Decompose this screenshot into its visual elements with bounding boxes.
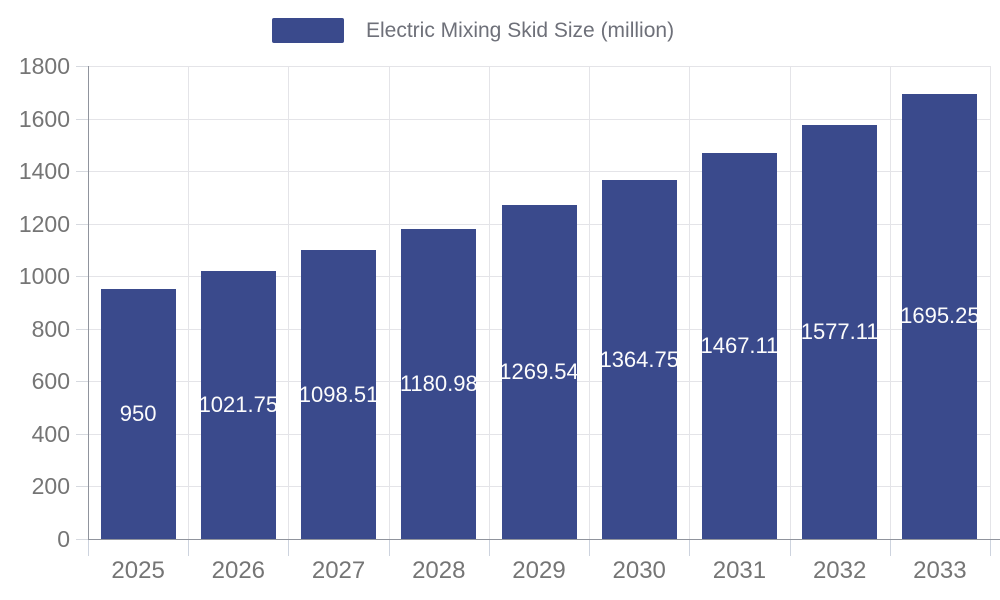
x-axis-tick bbox=[990, 540, 991, 556]
x-axis-tick bbox=[689, 540, 691, 556]
x-axis-tick bbox=[388, 540, 390, 556]
y-axis-tick bbox=[76, 66, 88, 67]
x-axis-label: 2029 bbox=[512, 557, 566, 584]
bar[interactable]: 1695.25 bbox=[902, 93, 978, 539]
x-axis-tick bbox=[789, 540, 791, 556]
bar[interactable]: 1577.11 bbox=[802, 124, 878, 539]
bar-value-label: 1021.75 bbox=[200, 391, 276, 417]
gridline-vertical bbox=[889, 66, 891, 539]
bar[interactable]: 1269.54 bbox=[501, 205, 577, 539]
gridline-vertical bbox=[789, 66, 791, 539]
x-axis-tick bbox=[589, 540, 591, 556]
gridline-horizontal bbox=[88, 171, 990, 173]
y-axis-line bbox=[88, 66, 89, 556]
bar[interactable]: 1364.75 bbox=[601, 180, 677, 539]
gridline-vertical bbox=[188, 66, 190, 539]
bar-value-label: 1695.25 bbox=[902, 303, 978, 329]
bar[interactable]: 1180.98 bbox=[401, 228, 477, 539]
y-axis-label: 600 bbox=[31, 368, 70, 395]
x-axis-label: 2032 bbox=[812, 557, 867, 584]
x-axis-label: 2026 bbox=[211, 557, 266, 584]
legend-swatch bbox=[272, 18, 344, 43]
y-axis-label: 1600 bbox=[18, 105, 70, 132]
bar[interactable]: 1098.51 bbox=[301, 250, 377, 539]
y-axis-label: 200 bbox=[31, 473, 70, 500]
gridline-vertical bbox=[488, 66, 490, 539]
y-axis-tick bbox=[76, 539, 88, 540]
x-axis-tick bbox=[889, 540, 891, 556]
bar-value-label: 1364.75 bbox=[601, 346, 677, 372]
y-axis-label: 1800 bbox=[18, 53, 70, 79]
gridline-vertical bbox=[689, 66, 691, 539]
y-axis-tick bbox=[76, 328, 88, 330]
x-axis-label: 2031 bbox=[712, 557, 767, 584]
gridline-vertical bbox=[288, 66, 290, 539]
gridline-vertical bbox=[990, 66, 991, 539]
y-axis-label: 400 bbox=[31, 420, 70, 447]
y-axis-tick bbox=[76, 171, 88, 173]
x-axis-tick bbox=[288, 540, 290, 556]
y-axis-label: 1000 bbox=[18, 263, 70, 290]
x-axis-line bbox=[88, 539, 1000, 540]
y-axis-tick bbox=[76, 118, 88, 120]
bar-value-label: 1269.54 bbox=[501, 359, 577, 385]
bar-value-label: 1467.11 bbox=[701, 333, 777, 359]
x-axis-tick bbox=[88, 540, 89, 556]
bar-value-label: 950 bbox=[119, 401, 157, 427]
x-axis-label: 2025 bbox=[111, 557, 165, 584]
y-axis-tick bbox=[76, 223, 88, 225]
legend-item[interactable]: Electric Mixing Skid Size (million) bbox=[272, 18, 674, 43]
x-axis-tick bbox=[488, 540, 490, 556]
y-axis-tick bbox=[76, 381, 88, 383]
y-axis-label: 800 bbox=[31, 315, 70, 342]
x-axis-tick bbox=[188, 540, 190, 556]
y-axis-label: 1200 bbox=[18, 210, 70, 237]
x-axis-label: 2028 bbox=[412, 557, 466, 584]
bar[interactable]: 1467.11 bbox=[701, 153, 777, 539]
gridline-vertical bbox=[388, 66, 390, 539]
x-axis-label: 2033 bbox=[913, 557, 967, 584]
bar-value-label: 1098.51 bbox=[301, 381, 377, 407]
x-axis-label: 2027 bbox=[311, 557, 366, 584]
gridline-horizontal bbox=[88, 118, 990, 120]
bar-value-label: 1180.98 bbox=[401, 370, 477, 396]
y-axis-tick bbox=[76, 276, 88, 278]
gridline-horizontal bbox=[88, 66, 990, 67]
bar[interactable]: 950 bbox=[100, 289, 176, 539]
bar-value-label: 1577.11 bbox=[802, 318, 878, 344]
bar[interactable]: 1021.75 bbox=[200, 270, 276, 539]
y-axis-tick bbox=[76, 486, 88, 488]
legend-label: Electric Mixing Skid Size (million) bbox=[366, 18, 675, 42]
y-axis-tick bbox=[76, 433, 88, 435]
y-axis-label: 0 bbox=[57, 526, 70, 552]
y-axis-label: 1400 bbox=[18, 158, 70, 185]
x-axis-label: 2030 bbox=[612, 557, 666, 584]
gridline-vertical bbox=[589, 66, 591, 539]
